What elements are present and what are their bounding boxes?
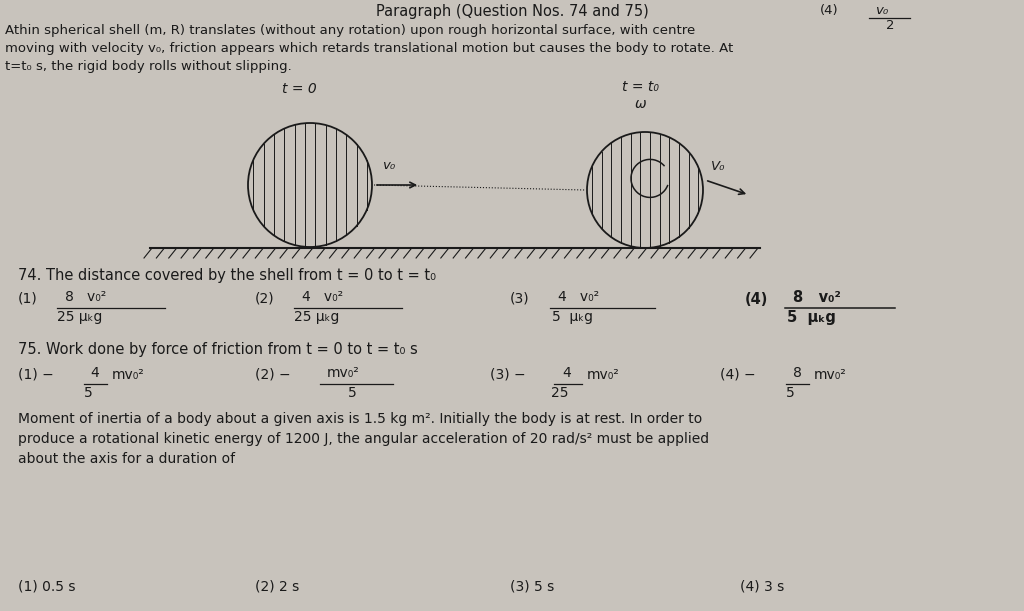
Text: mv₀²: mv₀² [112,368,144,382]
Text: V₀: V₀ [711,160,725,173]
Text: 5: 5 [786,386,795,400]
Text: about the axis for a duration of: about the axis for a duration of [18,452,236,466]
Text: 25 μₖg: 25 μₖg [57,310,102,324]
Text: v₀: v₀ [874,4,888,17]
Text: ω: ω [635,97,646,111]
Text: 8   v₀²: 8 v₀² [65,290,106,304]
Text: 8: 8 [793,366,802,380]
Text: produce a rotational kinetic energy of 1200 J, the angular acceleration of 20 ra: produce a rotational kinetic energy of 1… [18,432,710,446]
Text: (2): (2) [255,292,274,306]
Text: (3): (3) [510,292,529,306]
Text: 5  μₖg: 5 μₖg [787,310,836,325]
Text: 2: 2 [886,19,895,32]
Text: 5  μₖg: 5 μₖg [552,310,593,324]
Text: v₀: v₀ [382,159,395,172]
Text: t=t₀ s, the rigid body rolls without slipping.: t=t₀ s, the rigid body rolls without sli… [5,60,292,73]
Text: (3) −: (3) − [490,368,525,382]
Text: (4): (4) [820,4,839,17]
Text: 8   v₀²: 8 v₀² [793,290,841,305]
Text: (4) 3 s: (4) 3 s [740,580,784,594]
Text: 5: 5 [348,386,356,400]
Text: (2) 2 s: (2) 2 s [255,580,299,594]
Text: (3) 5 s: (3) 5 s [510,580,554,594]
Text: moving with velocity v₀, friction appears which retards translational motion but: moving with velocity v₀, friction appear… [5,42,733,55]
Text: (1): (1) [18,292,38,306]
Text: Moment of inertia of a body about a given axis is 1.5 kg m². Initially the body : Moment of inertia of a body about a give… [18,412,702,426]
Text: (2) −: (2) − [255,368,291,382]
Text: 25: 25 [551,386,568,400]
Text: mv₀²: mv₀² [814,368,847,382]
Text: 4: 4 [562,366,570,380]
Text: t = t₀: t = t₀ [622,80,659,94]
Text: (4) −: (4) − [720,368,756,382]
Text: mv₀²: mv₀² [587,368,620,382]
Text: 4: 4 [90,366,98,380]
Text: (4): (4) [745,292,768,307]
Text: 4   v₀²: 4 v₀² [302,290,343,304]
Text: 4   v₀²: 4 v₀² [558,290,599,304]
Text: 25 μₖg: 25 μₖg [294,310,339,324]
Text: 5: 5 [84,386,93,400]
Text: 75. Work done by force of friction from t = 0 to t = t₀ s: 75. Work done by force of friction from … [18,342,418,357]
Text: t = 0: t = 0 [282,82,316,96]
Text: mv₀²: mv₀² [327,366,359,380]
Text: (1) 0.5 s: (1) 0.5 s [18,580,76,594]
Text: Athin spherical shell (m, R) translates (without any rotation) upon rough horizo: Athin spherical shell (m, R) translates … [5,24,695,37]
Text: Paragraph (Question Nos. 74 and 75): Paragraph (Question Nos. 74 and 75) [376,4,648,19]
Text: 74. The distance covered by the shell from t = 0 to t = t₀: 74. The distance covered by the shell fr… [18,268,436,283]
Text: (1) −: (1) − [18,368,53,382]
